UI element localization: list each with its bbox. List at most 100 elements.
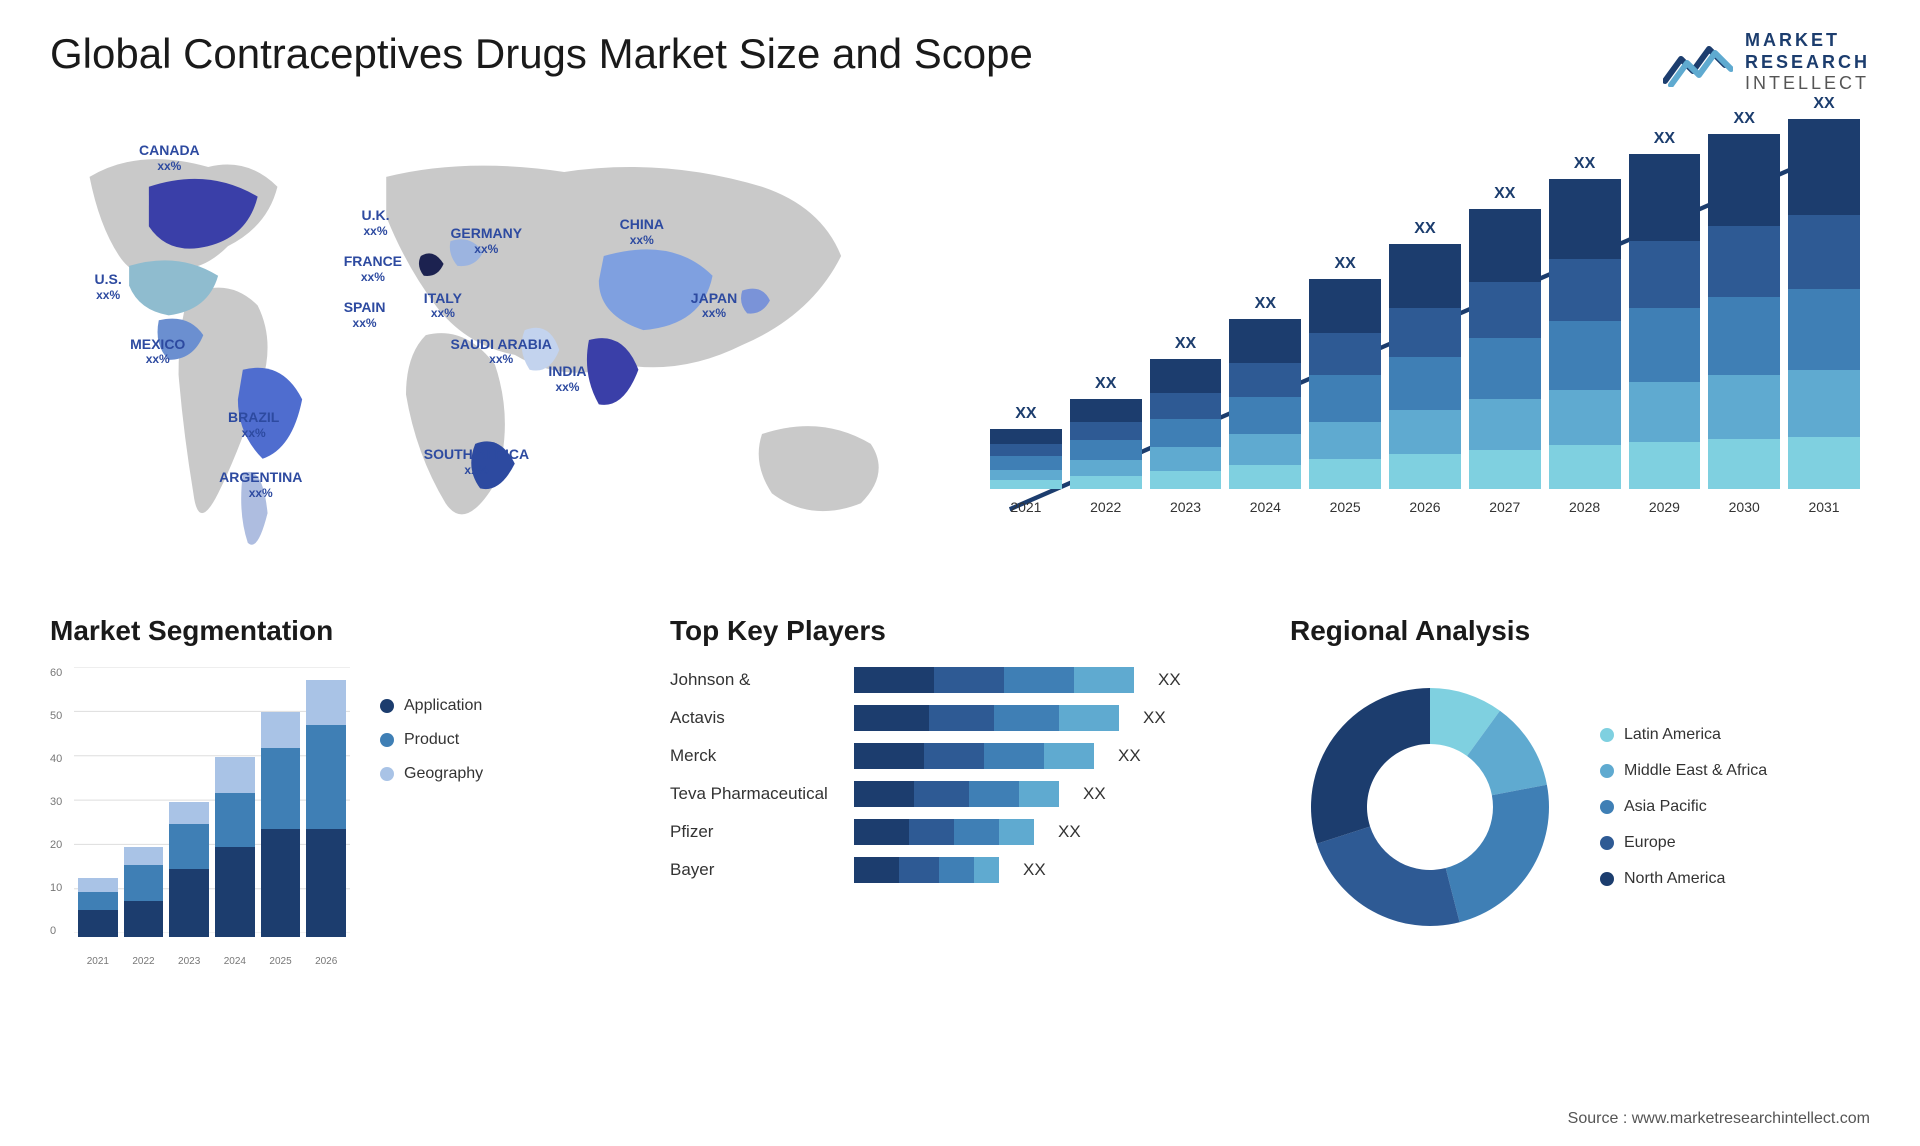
growth-year-label: 2022	[1090, 499, 1121, 515]
brand-logo: MARKET RESEARCH INTELLECT	[1663, 30, 1870, 95]
player-bar	[854, 819, 1034, 845]
seg-bar-2022	[124, 847, 164, 937]
growth-year-label: 2026	[1409, 499, 1440, 515]
growth-bar-2021: XX 2021	[990, 405, 1062, 515]
map-label-argentina: ARGENTINAxx%	[219, 469, 302, 500]
growth-value-label: XX	[1015, 405, 1036, 423]
player-bar	[854, 705, 1119, 731]
player-value-label: XX	[1023, 860, 1046, 880]
player-row: Johnson & XX	[670, 667, 1250, 693]
map-label-india: INDIAxx%	[548, 363, 586, 394]
player-bar	[854, 781, 1059, 807]
player-value-label: XX	[1058, 822, 1081, 842]
growth-bar-2022: XX 2022	[1070, 375, 1142, 515]
seg-legend-item: Product	[380, 731, 483, 749]
player-name: Teva Pharmaceutical	[670, 784, 840, 804]
regional-panel: Regional Analysis Latin AmericaMiddle Ea…	[1290, 615, 1870, 967]
growth-bar-2028: XX 2028	[1549, 155, 1621, 515]
map-label-canada: CANADAxx%	[139, 142, 200, 173]
map-label-france: FRANCExx%	[344, 253, 402, 284]
growth-value-label: XX	[1734, 110, 1755, 128]
regional-legend-item: Europe	[1600, 834, 1767, 852]
donut-slice	[1317, 826, 1460, 926]
segmentation-title: Market Segmentation	[50, 615, 630, 647]
segmentation-legend: ApplicationProductGeography	[380, 667, 483, 967]
map-label-japan: JAPANxx%	[691, 290, 737, 321]
seg-legend-item: Geography	[380, 765, 483, 783]
player-row: Bayer XX	[670, 857, 1250, 883]
logo-text-2: RESEARCH	[1745, 52, 1870, 74]
map-label-spain: SPAINxx%	[344, 299, 386, 330]
map-label-germany: GERMANYxx%	[451, 225, 523, 256]
growth-value-label: XX	[1414, 220, 1435, 238]
regional-legend-item: Asia Pacific	[1600, 798, 1767, 816]
player-bar	[854, 857, 999, 883]
growth-bar-chart: XX2021XX2022XX2023XX2024XX2025XX2026XX20…	[980, 115, 1870, 575]
players-title: Top Key Players	[670, 615, 1250, 647]
growth-value-label: XX	[1574, 155, 1595, 173]
growth-value-label: XX	[1095, 375, 1116, 393]
page-title: Global Contraceptives Drugs Market Size …	[50, 30, 1033, 78]
growth-year-label: 2028	[1569, 499, 1600, 515]
growth-year-label: 2024	[1250, 499, 1281, 515]
player-name: Merck	[670, 746, 840, 766]
logo-text-1: MARKET	[1745, 30, 1870, 52]
player-name: Bayer	[670, 860, 840, 880]
growth-value-label: XX	[1654, 130, 1675, 148]
growth-year-label: 2031	[1808, 499, 1839, 515]
regional-legend-item: Latin America	[1600, 726, 1767, 744]
growth-year-label: 2027	[1489, 499, 1520, 515]
map-label-mexico: MEXICOxx%	[130, 336, 185, 367]
player-value-label: XX	[1158, 670, 1181, 690]
player-bar	[854, 667, 1134, 693]
regional-legend: Latin AmericaMiddle East & AfricaAsia Pa…	[1600, 726, 1767, 888]
map-label-u-k-: U.K.xx%	[362, 207, 390, 238]
seg-bar-2026	[306, 680, 346, 937]
player-row: Pfizer XX	[670, 819, 1250, 845]
regional-title: Regional Analysis	[1290, 615, 1870, 647]
regional-donut	[1290, 667, 1570, 947]
growth-bar-2025: XX 2025	[1309, 255, 1381, 515]
donut-slice	[1311, 688, 1430, 844]
growth-bar-2023: XX 2023	[1150, 335, 1222, 515]
player-bar	[854, 743, 1094, 769]
player-value-label: XX	[1118, 746, 1141, 766]
growth-bar-2024: XX 2024	[1229, 295, 1301, 515]
seg-bar-2023	[169, 802, 209, 937]
map-label-saudi-arabia: SAUDI ARABIAxx%	[451, 336, 552, 367]
segmentation-chart: 0102030405060 202120222023202420252026	[50, 667, 350, 967]
seg-bar-2024	[215, 757, 255, 937]
growth-value-label: XX	[1334, 255, 1355, 273]
regional-legend-item: North America	[1600, 870, 1767, 888]
growth-bar-2027: XX 2027	[1469, 185, 1541, 515]
growth-value-label: XX	[1175, 335, 1196, 353]
player-row: Merck XX	[670, 743, 1250, 769]
map-label-italy: ITALYxx%	[424, 290, 462, 321]
growth-year-label: 2021	[1010, 499, 1041, 515]
donut-slice	[1446, 784, 1549, 922]
growth-bar-2030: XX 2030	[1708, 110, 1780, 515]
map-label-south-africa: SOUTH AFRICAxx%	[424, 446, 529, 477]
player-name: Pfizer	[670, 822, 840, 842]
player-name: Actavis	[670, 708, 840, 728]
growth-year-label: 2023	[1170, 499, 1201, 515]
growth-value-label: XX	[1255, 295, 1276, 313]
segmentation-panel: Market Segmentation 0102030405060 202120…	[50, 615, 630, 967]
growth-year-label: 2030	[1729, 499, 1760, 515]
growth-year-label: 2025	[1330, 499, 1361, 515]
logo-text-3: INTELLECT	[1745, 73, 1870, 95]
source-label: Source : www.marketresearchintellect.com	[1568, 1110, 1870, 1128]
map-label-china: CHINAxx%	[620, 216, 664, 247]
player-row: Teva PharmaceuticalXX	[670, 781, 1250, 807]
seg-bar-2021	[78, 878, 118, 937]
player-name: Johnson &	[670, 670, 840, 690]
players-panel: Top Key Players Johnson &XXActavisXXMerc…	[670, 615, 1250, 967]
growth-bar-2026: XX 2026	[1389, 220, 1461, 515]
growth-value-label: XX	[1494, 185, 1515, 203]
growth-value-label: XX	[1813, 95, 1834, 113]
map-label-u-s-: U.S.xx%	[95, 271, 122, 302]
seg-bar-2025	[261, 712, 301, 937]
growth-bar-2029: XX2029	[1629, 130, 1701, 515]
world-map-section: CANADAxx%U.S.xx%MEXICOxx%BRAZILxx%ARGENT…	[50, 115, 940, 575]
logo-icon	[1663, 37, 1733, 87]
